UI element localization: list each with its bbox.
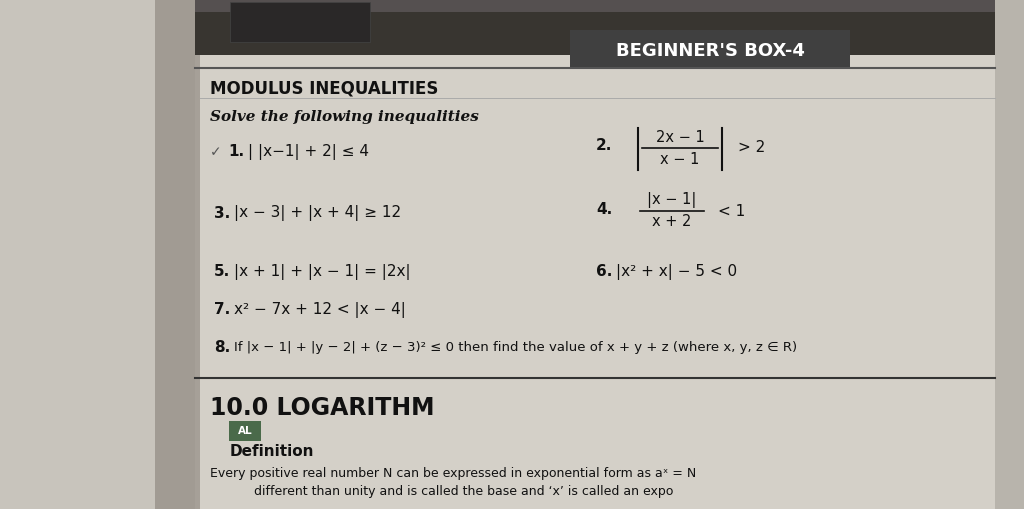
Text: 3.: 3.: [214, 206, 230, 220]
Text: x + 2: x + 2: [652, 214, 691, 230]
Text: ✓: ✓: [210, 145, 221, 159]
Text: x² − 7x + 12 < |x − 4|: x² − 7x + 12 < |x − 4|: [234, 302, 406, 318]
Text: |x + 1| + |x − 1| = |2x|: |x + 1| + |x − 1| = |2x|: [234, 264, 411, 280]
Text: MODULUS INEQUALITIES: MODULUS INEQUALITIES: [210, 79, 438, 97]
Text: x − 1: x − 1: [660, 153, 699, 167]
Text: |x − 3| + |x + 4| ≥ 12: |x − 3| + |x + 4| ≥ 12: [234, 205, 401, 221]
FancyBboxPatch shape: [0, 0, 195, 509]
FancyBboxPatch shape: [230, 2, 370, 42]
FancyBboxPatch shape: [155, 0, 200, 509]
FancyBboxPatch shape: [195, 0, 995, 509]
Text: BEGINNER'S BOX-4: BEGINNER'S BOX-4: [615, 42, 805, 60]
FancyBboxPatch shape: [570, 30, 850, 68]
FancyBboxPatch shape: [229, 421, 261, 441]
Text: |x² + x| − 5 < 0: |x² + x| − 5 < 0: [616, 264, 737, 280]
Text: 4.: 4.: [596, 203, 612, 217]
Text: If |x − 1| + |y − 2| + (z − 3)² ≤ 0 then find the value of x + y + z (where x, y: If |x − 1| + |y − 2| + (z − 3)² ≤ 0 then…: [234, 342, 797, 354]
Text: 8.: 8.: [214, 341, 230, 355]
Text: Every positive real number N can be expressed in exponential form as aˣ = N: Every positive real number N can be expr…: [210, 467, 696, 480]
Text: 7.: 7.: [214, 302, 230, 318]
Text: > 2: > 2: [738, 140, 765, 156]
Text: Solve the following inequalities: Solve the following inequalities: [210, 110, 479, 124]
FancyBboxPatch shape: [195, 0, 995, 55]
Text: 5.: 5.: [214, 265, 230, 279]
Text: |x − 1|: |x − 1|: [647, 192, 696, 208]
FancyBboxPatch shape: [995, 0, 1024, 509]
Text: 6.: 6.: [596, 265, 612, 279]
Text: | |x−1| + 2| ≤ 4: | |x−1| + 2| ≤ 4: [248, 144, 369, 160]
Text: AL: AL: [238, 426, 252, 436]
Text: 2.: 2.: [596, 137, 612, 153]
Text: < 1: < 1: [718, 204, 745, 218]
Text: 2x − 1: 2x − 1: [655, 130, 705, 146]
Text: 1.: 1.: [228, 145, 244, 159]
Text: Definition: Definition: [230, 444, 314, 460]
Text: 10.0 LOGARITHM: 10.0 LOGARITHM: [210, 396, 434, 420]
FancyBboxPatch shape: [195, 0, 995, 12]
Text: different than unity and is called the base and ‘x’ is called an expo: different than unity and is called the b…: [210, 486, 674, 498]
